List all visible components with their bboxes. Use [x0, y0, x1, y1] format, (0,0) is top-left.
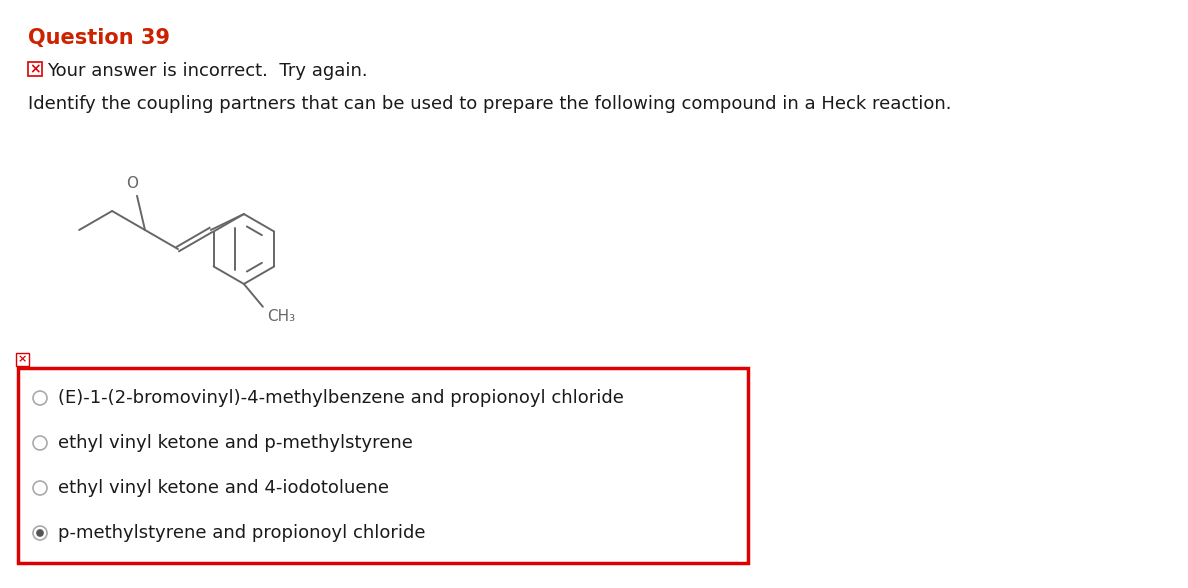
Text: ethyl vinyl ketone and 4-iodotoluene: ethyl vinyl ketone and 4-iodotoluene — [58, 479, 388, 497]
Text: Your answer is incorrect.  Try again.: Your answer is incorrect. Try again. — [48, 62, 367, 80]
Text: (E)-1-(2-bromovinyl)-4-methylbenzene and propionoyl chloride: (E)-1-(2-bromovinyl)-4-methylbenzene and… — [58, 389, 624, 407]
Text: ×: × — [18, 355, 27, 365]
Text: CH₃: CH₃ — [267, 309, 295, 324]
Text: ethyl vinyl ketone and p-methylstyrene: ethyl vinyl ketone and p-methylstyrene — [58, 434, 413, 452]
Bar — [29, 62, 42, 76]
Text: Identify the coupling partners that can be used to prepare the following compoun: Identify the coupling partners that can … — [29, 95, 952, 113]
Text: p-methylstyrene and propionoyl chloride: p-methylstyrene and propionoyl chloride — [58, 524, 425, 542]
Bar — [18, 368, 748, 563]
Text: O: O — [126, 176, 138, 191]
Bar — [15, 353, 29, 366]
Text: ×: × — [30, 62, 40, 76]
Text: Question 39: Question 39 — [29, 28, 170, 48]
Circle shape — [37, 530, 43, 536]
